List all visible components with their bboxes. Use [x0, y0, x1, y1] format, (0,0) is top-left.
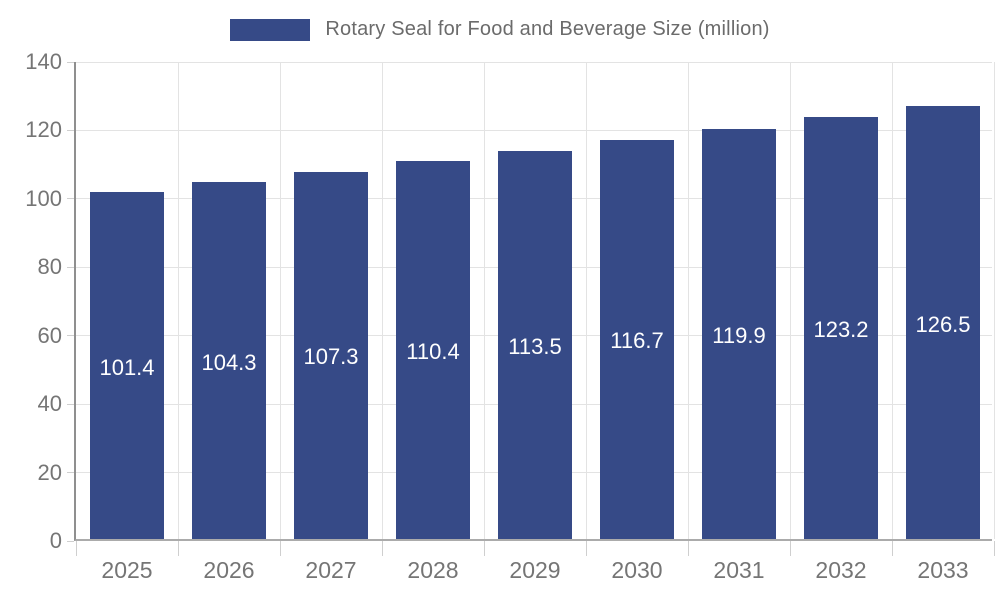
grid-line-vertical	[585, 62, 587, 539]
x-axis-tick-mark	[891, 541, 893, 556]
x-axis-tick-label: 2033	[917, 557, 969, 583]
bar	[702, 128, 776, 539]
y-axis-tick-mark	[67, 61, 74, 63]
x-axis-tick-label: 2027	[305, 557, 357, 583]
legend-swatch-icon	[230, 18, 311, 41]
y-axis-tick-label: 80	[37, 254, 62, 280]
bar-value-label: 119.9	[712, 322, 766, 348]
y-axis-tick-mark	[67, 129, 74, 131]
x-axis-tick-label: 2028	[407, 557, 459, 583]
bar	[90, 192, 164, 539]
y-axis-tick-mark	[67, 335, 74, 337]
bar-value-label: 113.5	[508, 333, 562, 359]
y-axis-tick-mark	[67, 403, 74, 405]
bar-value-label: 126.5	[915, 311, 971, 337]
grid-line-vertical	[279, 62, 281, 539]
x-axis-tick-mark	[177, 541, 179, 556]
y-axis-tick-label: 20	[37, 459, 62, 485]
chart-legend: Rotary Seal for Food and Beverage Size (…	[0, 18, 1000, 41]
bar	[192, 182, 266, 539]
bar-value-label: 116.7	[610, 328, 664, 354]
y-axis-tick-label: 100	[25, 185, 62, 211]
grid-line-vertical	[789, 62, 791, 539]
bar	[600, 139, 674, 539]
x-axis-tick-mark	[789, 541, 791, 556]
x-axis-tick-mark	[75, 541, 77, 556]
y-axis-tick-mark	[67, 198, 74, 200]
bar-value-label: 104.3	[201, 349, 257, 375]
plot-area: 0 20 40 60 80 100 120 140 101.4 2025 104.3 2026 107.…	[25, 49, 995, 583]
x-axis-tick-mark	[687, 541, 689, 556]
y-axis-tick-label: 60	[37, 322, 62, 348]
x-axis-tick-mark	[993, 541, 995, 556]
bar-value-label: 101.4	[99, 354, 155, 380]
x-axis-tick-label: 2029	[509, 557, 561, 583]
x-axis-tick-label: 2032	[815, 557, 867, 583]
y-axis-tick-label: 140	[25, 49, 62, 74]
y-axis-tick-mark	[67, 266, 74, 268]
x-axis-tick-mark	[483, 541, 485, 556]
x-axis-tick-label: 2026	[203, 557, 255, 583]
x-axis-tick-label: 2031	[713, 557, 765, 583]
y-axis-tick-label: 0	[49, 528, 62, 553]
x-axis-tick-label: 2030	[611, 557, 663, 583]
x-axis-tick-mark	[279, 541, 281, 556]
grid-line-vertical	[177, 62, 179, 539]
bar-value-label: 110.4	[406, 339, 460, 365]
x-axis-tick-mark	[381, 541, 383, 556]
y-axis-tick-label: 40	[37, 391, 62, 417]
bar	[498, 150, 572, 539]
grid-line-vertical	[993, 62, 995, 539]
x-axis-tick-label: 2025	[101, 557, 153, 583]
y-axis-tick-mark	[67, 540, 74, 542]
grid-line-vertical	[381, 62, 383, 539]
grid-line-horizontal	[76, 129, 992, 131]
bar-value-label: 123.2	[813, 317, 869, 343]
bar	[804, 117, 878, 539]
bar	[396, 161, 470, 539]
bar	[294, 171, 368, 539]
x-axis-tick-mark	[585, 541, 587, 556]
y-axis-tick-mark	[67, 472, 74, 474]
y-axis-tick-label: 120	[25, 117, 62, 143]
grid-line-horizontal	[76, 61, 992, 63]
bar-value-label: 107.3	[303, 344, 359, 370]
grid-line-vertical	[687, 62, 689, 539]
grid-line-vertical	[483, 62, 485, 539]
legend-label: Rotary Seal for Food and Beverage Size (…	[325, 18, 770, 40]
bar	[906, 106, 980, 539]
grid-line-vertical	[891, 62, 893, 539]
